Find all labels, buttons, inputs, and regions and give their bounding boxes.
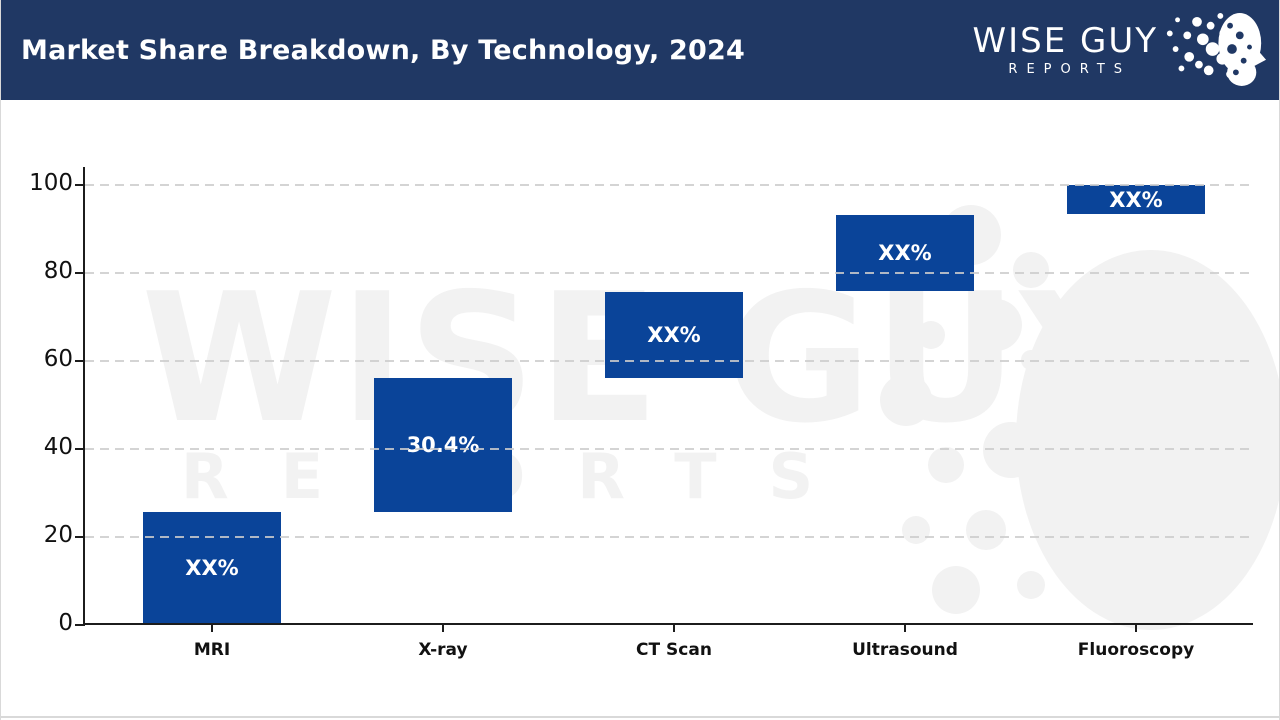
- y-axis-line: [83, 167, 85, 625]
- brand-face-icon: [1166, 13, 1267, 86]
- x-tick-mark: [904, 625, 906, 632]
- x-category-label-fluoroscopy: Fluoroscopy: [1077, 640, 1195, 660]
- bar-x-ray: 30.4%: [374, 378, 512, 512]
- page-title: Market Share Breakdown, By Technology, 2…: [21, 34, 746, 66]
- watermark-text-reports: REPORTS: [181, 440, 866, 513]
- x-category-label-mri: MRI: [193, 640, 231, 660]
- x-category-label-ultrasound: Ultrasound: [852, 640, 958, 660]
- y-tick-mark: [75, 448, 85, 450]
- bar-ct-scan: XX%: [605, 291, 743, 379]
- page-bottom-border: [1, 716, 1279, 718]
- bar-ultrasound: XX%: [836, 214, 974, 292]
- gridline-100: [85, 184, 1253, 186]
- bar-mri: XX%: [143, 511, 281, 625]
- gridline-80: [85, 272, 1253, 274]
- bar-value-label: XX%: [1109, 187, 1163, 212]
- y-tick-label: 20: [43, 522, 73, 548]
- x-tick-mark: [673, 625, 675, 632]
- brand-logo: WISE GUY REPORTS: [972, 6, 1267, 94]
- x-tick-mark: [442, 625, 444, 632]
- y-tick-mark: [75, 360, 85, 362]
- brand-name: WISE GUY: [972, 20, 1158, 61]
- header-bar: Market Share Breakdown, By Technology, 2…: [1, 0, 1279, 100]
- gridline-40: [85, 448, 1253, 450]
- gridline-60: [85, 360, 1253, 362]
- bar-value-label: XX%: [647, 323, 701, 348]
- bar-fluoroscopy: XX%: [1067, 185, 1205, 215]
- brand-logo-text: WISE GUY REPORTS: [972, 24, 1158, 77]
- y-tick-mark: [75, 624, 85, 626]
- x-category-label-x-ray: X-ray: [418, 640, 468, 660]
- y-tick-label: 40: [43, 434, 73, 460]
- y-tick-mark: [75, 272, 85, 274]
- x-tick-mark: [1135, 625, 1137, 632]
- y-tick-label: 80: [43, 258, 73, 284]
- bar-value-label: 30.4%: [406, 433, 480, 458]
- y-tick-mark: [75, 536, 85, 538]
- bar-value-label: XX%: [878, 240, 932, 265]
- bar-value-label: XX%: [185, 556, 239, 581]
- y-tick-label: 0: [58, 610, 73, 636]
- brand-subname: REPORTS: [1008, 61, 1132, 77]
- x-tick-mark: [211, 625, 213, 632]
- gridline-20: [85, 536, 1253, 538]
- y-tick-mark: [75, 184, 85, 186]
- y-tick-label: 60: [43, 346, 73, 372]
- y-tick-label: 100: [29, 170, 73, 196]
- x-axis-line: [83, 623, 1253, 625]
- x-category-label-ct-scan: CT Scan: [636, 640, 712, 660]
